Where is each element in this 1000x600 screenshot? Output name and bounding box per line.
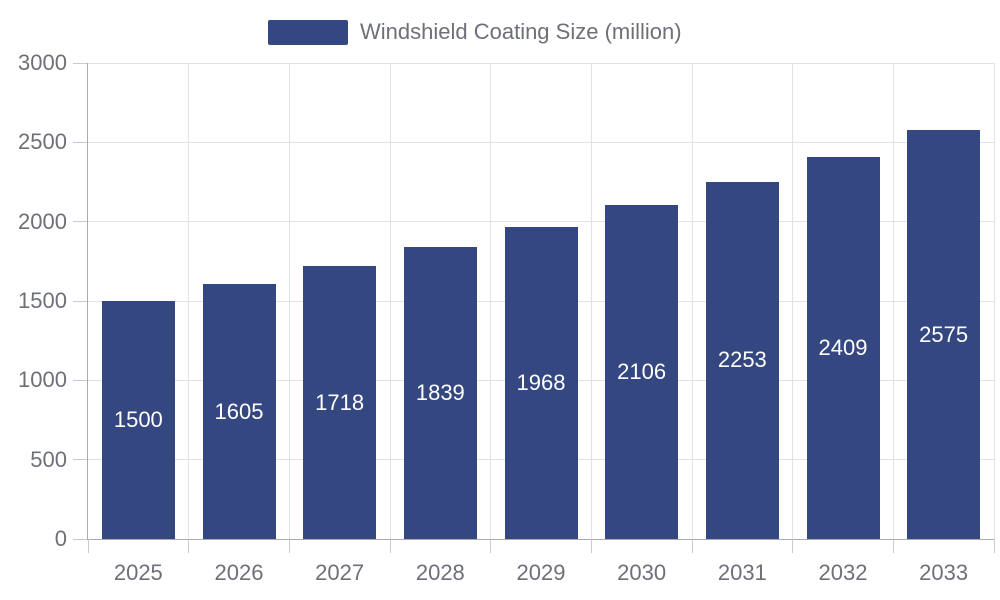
bar-value-label: 1500 [113,407,163,432]
bar-value-label: 2106 [617,358,667,384]
bar-value-label: 2253 [717,347,767,373]
x-axis-tick [792,539,794,553]
bar-2033[interactable]: 2575 [907,130,981,539]
y-axis-tick [73,221,87,223]
y-axis-tick [73,300,87,302]
y-axis-label: 1000 [18,367,67,393]
x-axis-tick [590,539,592,553]
bar-2027[interactable]: 1718 [303,266,377,539]
legend-swatch [268,19,348,45]
bar-2029[interactable]: 1968 [504,226,578,539]
y-axis-tick [73,62,87,64]
x-axis-tick [490,539,492,553]
x-axis-label: 2027 [315,560,365,585]
x-axis-label: 2033 [919,560,969,585]
x-axis-label: 2025 [113,560,163,585]
x-axis-tick [288,539,290,553]
bar-2028[interactable]: 1839 [403,247,477,539]
gridline-vertical [188,63,190,539]
bar-value-label: 2409 [818,334,868,360]
plot-area: 0 500 1000 1500 2000 2500 3000 1500 2025 1605 2026… [18,50,995,585]
x-axis-tick [188,539,190,553]
gridline-vertical [288,63,290,539]
legend-label: Windshield Coating Size (million) [360,19,682,44]
gridline-vertical [993,63,995,539]
bar-value-label: 1968 [516,369,566,395]
y-axis-label: 1500 [18,288,67,313]
gridline-vertical [892,63,894,539]
x-axis-tick [993,539,995,553]
bar-2030[interactable]: 2106 [605,204,679,539]
y-axis-label: 0 [54,526,67,551]
y-axis-tick [73,141,87,143]
gridline-vertical [691,63,693,539]
y-axis-label: 3000 [18,50,67,75]
x-axis-label: 2028 [415,560,465,585]
x-axis-tick [892,539,894,553]
y-axis-tick [73,379,87,381]
y-axis-tick [73,538,87,540]
bar-value-label: 2575 [919,321,969,347]
y-axis-label: 500 [30,446,67,472]
y-axis-label: 2000 [18,208,67,234]
x-axis-tick [87,539,89,553]
x-axis-label: 2032 [818,560,868,585]
bar-2025[interactable]: 1500 [101,301,175,539]
y-axis-label: 2500 [18,129,67,155]
bar-2026[interactable]: 1605 [202,284,276,539]
gridline-vertical [792,63,794,539]
gridline-horizontal [88,221,994,223]
gridline-vertical [590,63,592,539]
gridline-horizontal [88,141,994,143]
x-axis-tick [389,539,391,553]
x-axis-label: 2030 [617,560,667,585]
y-axis-tick [73,459,87,461]
x-axis-tick [691,539,693,553]
gridline-horizontal [88,62,994,64]
bar-value-label: 1718 [315,389,365,415]
x-axis-label: 2026 [214,560,264,585]
gridline-vertical [490,63,492,539]
legend-item[interactable]: Windshield Coating Size (million) [268,19,682,45]
bar-2032[interactable]: 2409 [806,156,880,539]
bar-value-label: 1839 [415,380,465,406]
x-axis-label: 2029 [516,560,566,585]
x-axis-label: 2031 [717,560,767,585]
bar-2031[interactable]: 2253 [705,181,779,539]
gridline-vertical [389,63,391,539]
bar-value-label: 1605 [214,398,264,424]
